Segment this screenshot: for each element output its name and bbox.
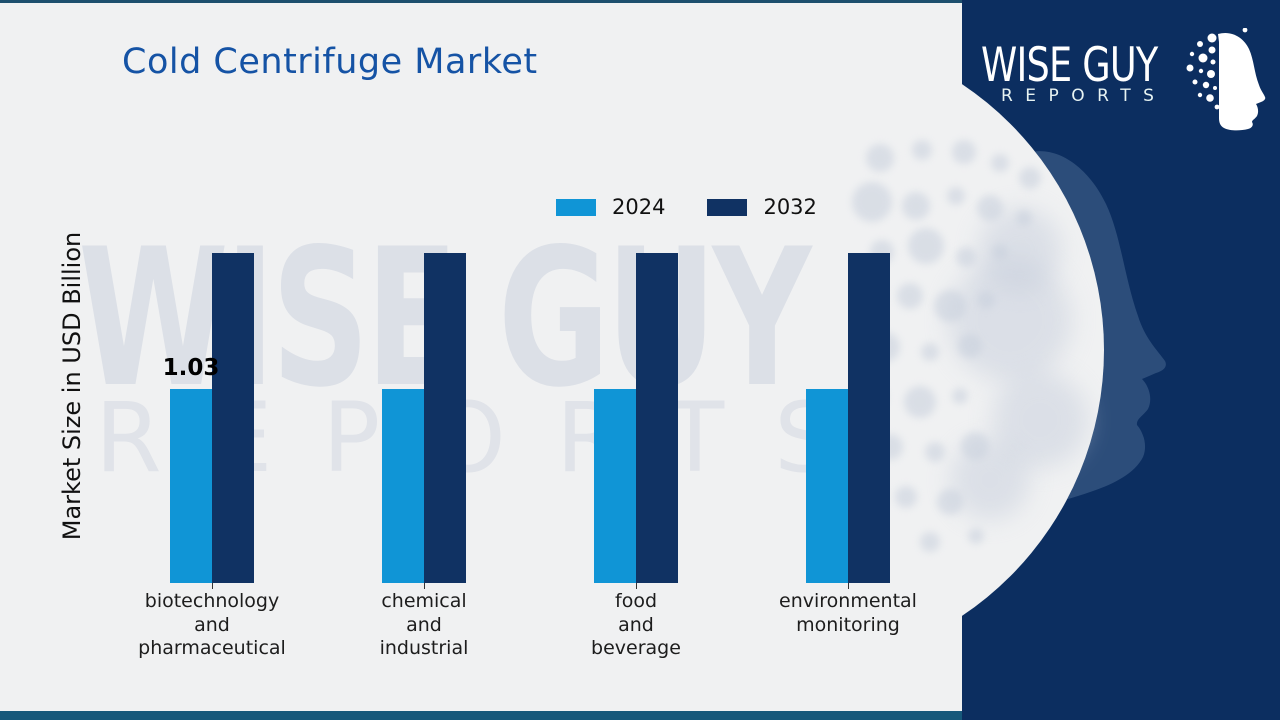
bar-2024 — [806, 389, 848, 583]
bar-value-label: 1.03 — [162, 355, 220, 381]
bar-2024 — [170, 389, 212, 583]
x-axis-tick — [424, 583, 425, 589]
bar-2032 — [636, 253, 678, 583]
legend-swatch-2032 — [707, 198, 748, 216]
x-axis-tick — [212, 583, 213, 589]
chart-legend: 2024 2032 — [556, 195, 843, 219]
logo-wiseguy-text: WISE GUY — [981, 38, 1158, 93]
logo-reports-text: REPORTS — [1001, 86, 1167, 106]
category-label: environmental monitoring — [779, 590, 917, 636]
bar-2024 — [382, 389, 424, 583]
category-label: chemical and industrial — [379, 590, 469, 659]
wiseguy-reports-logo: WISE GUY REPORTS — [975, 28, 1275, 131]
category-label: biotechnology and pharmaceutical — [138, 590, 286, 659]
bottom-strip — [0, 711, 962, 720]
legend-label-2032: 2032 — [763, 195, 817, 219]
bar-2024 — [594, 389, 636, 583]
page-title: Cold Centrifuge Market — [122, 42, 538, 82]
x-axis-tick — [848, 583, 849, 589]
top-strip — [0, 0, 962, 3]
x-axis-tick — [636, 583, 637, 589]
logo-dotted-head-icon — [1186, 28, 1266, 131]
bar-2032 — [848, 253, 890, 583]
bar-2032 — [424, 253, 466, 583]
legend-label-2024: 2024 — [612, 195, 666, 219]
category-label: food and beverage — [591, 590, 681, 659]
bar-2032 — [212, 253, 254, 583]
legend-swatch-2024 — [556, 198, 596, 216]
side-panel — [962, 0, 1280, 720]
bar-chart-plot-area: 1.03 biotechnology and pharmaceutical chemic… — [138, 253, 917, 659]
